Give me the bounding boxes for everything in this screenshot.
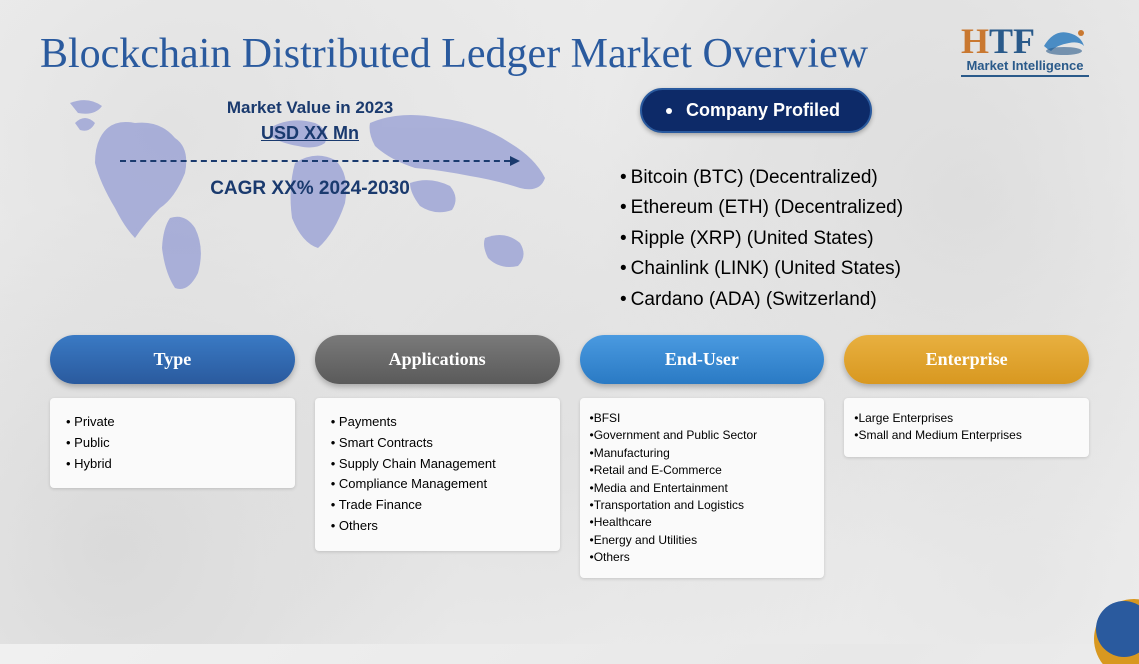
segment-item: Manufacturing <box>590 445 815 462</box>
segment-end-user: End-User BFSIGovernment and Public Sector… <box>580 335 825 579</box>
corner-decoration-icon <box>1079 584 1139 664</box>
segment-item: Transportation and Logistics <box>590 497 815 514</box>
segment-pill: Applications <box>315 335 560 384</box>
segment-item: Media and Entertainment <box>590 480 815 497</box>
segment-items-box: PrivatePublicHybrid <box>50 398 295 488</box>
segment-item: Private <box>66 412 279 433</box>
usd-value: USD XX Mn <box>40 123 580 144</box>
segment-item: Healthcare <box>590 514 815 531</box>
segment-item: Small and Medium Enterprises <box>854 427 1079 444</box>
segment-enterprise: Enterprise Large EnterprisesSmall and Med… <box>844 335 1089 579</box>
logo-h-letter: H <box>961 21 989 61</box>
segment-item: Others <box>331 516 544 537</box>
segment-item: Compliance Management <box>331 474 544 495</box>
cagr-text: CAGR XX% 2024-2030 <box>40 178 580 200</box>
company-list-item: Chainlink (LINK) (United States) <box>620 254 1099 284</box>
segment-item: Energy and Utilities <box>590 532 815 549</box>
htf-logo: HTF Market Intelligence <box>961 20 1089 77</box>
logo-subtitle: Market Intelligence <box>961 58 1089 73</box>
company-list-item: Bitcoin (BTC) (Decentralized) <box>620 163 1099 193</box>
market-value-label: Market Value in 2023 <box>40 98 580 118</box>
company-list-item: Cardano (ADA) (Switzerland) <box>620 285 1099 315</box>
segment-item: Hybrid <box>66 454 279 475</box>
segment-item: Trade Finance <box>331 495 544 516</box>
segment-item: Public <box>66 433 279 454</box>
company-list: Bitcoin (BTC) (Decentralized)Ethereum (E… <box>620 163 1099 315</box>
segment-pill: Type <box>50 335 295 384</box>
segment-items-box: BFSIGovernment and Public SectorManufact… <box>580 398 825 579</box>
segment-item: Payments <box>331 412 544 433</box>
segment-item: Others <box>590 549 815 566</box>
segment-items-box: Large EnterprisesSmall and Medium Enterp… <box>844 398 1089 457</box>
segment-item: Supply Chain Management <box>331 454 544 475</box>
segment-item: Smart Contracts <box>331 433 544 454</box>
arrow-head-icon <box>510 156 520 166</box>
company-list-item: Ripple (XRP) (United States) <box>620 224 1099 254</box>
segment-item: Retail and E-Commerce <box>590 462 815 479</box>
segment-items-box: PaymentsSmart ContractsSupply Chain Mana… <box>315 398 560 551</box>
mid-section: Market Value in 2023 USD XX Mn CAGR XX% … <box>40 88 1099 315</box>
segment-type: Type PrivatePublicHybrid <box>50 335 295 579</box>
segment-pill: Enterprise <box>844 335 1089 384</box>
logo-htf-text: HTF <box>961 20 1035 62</box>
arrow-dash <box>120 160 510 162</box>
dolphin-icon <box>1039 21 1089 61</box>
pill-bullet-icon <box>666 108 672 114</box>
header-row: Blockchain Distributed Ledger Market Ove… <box>40 20 1099 78</box>
logo-tf-letters: TF <box>989 21 1035 61</box>
arrow-line <box>120 160 520 162</box>
segment-applications: Applications PaymentsSmart ContractsSuppl… <box>315 335 560 579</box>
page-title: Blockchain Distributed Ledger Market Ove… <box>40 30 868 78</box>
company-list-item: Ethereum (ETH) (Decentralized) <box>620 193 1099 223</box>
company-profiled-pill: Company Profiled <box>640 88 872 133</box>
logo-main-row: HTF <box>961 20 1089 62</box>
segment-item: Government and Public Sector <box>590 427 815 444</box>
segments-row: Type PrivatePublicHybrid Applications Payme… <box>40 335 1099 579</box>
map-area: Market Value in 2023 USD XX Mn CAGR XX% … <box>40 88 580 308</box>
company-profiled-label: Company Profiled <box>686 100 840 121</box>
segment-item: BFSI <box>590 410 815 427</box>
content-root: Blockchain Distributed Ledger Market Ove… <box>0 0 1139 598</box>
segment-pill: End-User <box>580 335 825 384</box>
company-area: Company Profiled Bitcoin (BTC) (Decentra… <box>620 88 1099 315</box>
logo-underline <box>961 75 1089 77</box>
segment-item: Large Enterprises <box>854 410 1079 427</box>
